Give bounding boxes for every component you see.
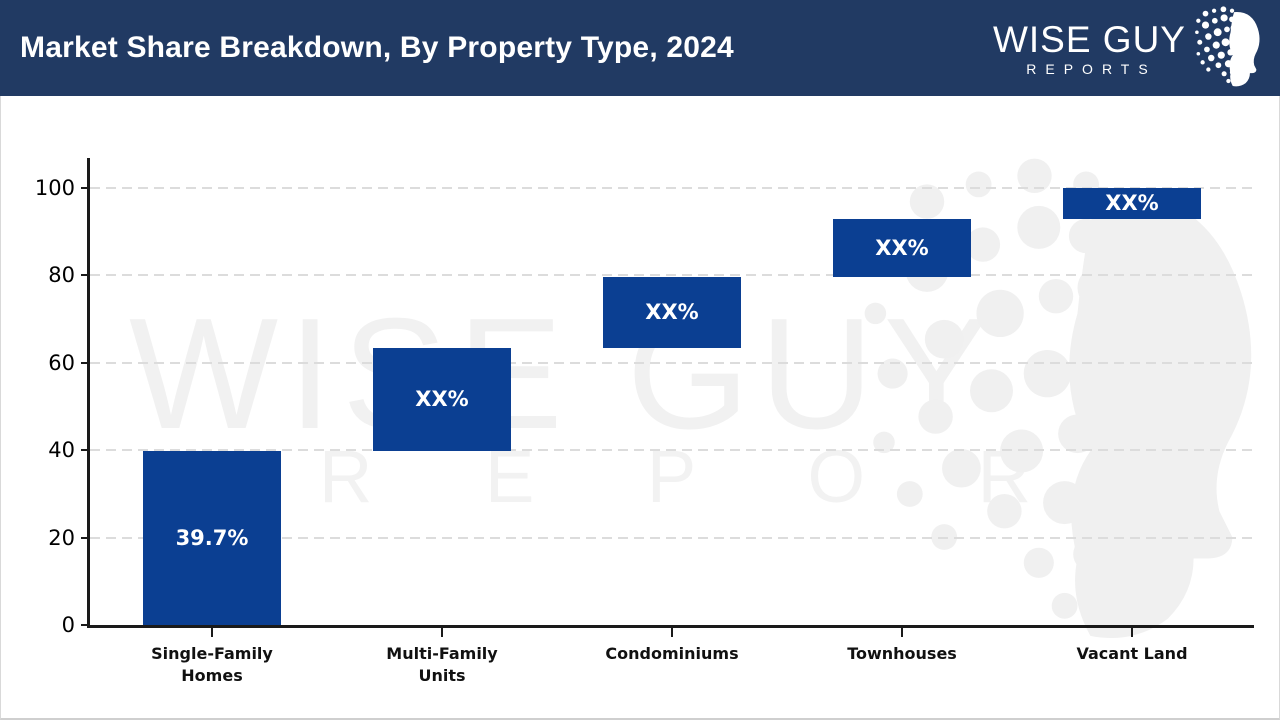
y-tick-label: 80 — [48, 263, 75, 287]
x-tick — [211, 628, 213, 637]
bar-segment: 39.7% — [143, 451, 281, 625]
bar-segment: XX% — [1063, 187, 1201, 219]
wiseguy-head-icon — [1188, 5, 1266, 91]
gridline — [90, 186, 1254, 189]
y-tick-label: 100 — [34, 175, 75, 200]
bar-value-label: XX% — [645, 300, 699, 325]
wiseguy-logo-text: WISE GUY REPORTS — [993, 21, 1186, 76]
bar-segment: XX% — [373, 347, 511, 452]
bar-segment: XX% — [603, 277, 741, 348]
wiseguy-logo-brand: WISE GUY — [992, 18, 1186, 60]
y-tick-label: 0 — [61, 613, 75, 637]
x-tick — [901, 628, 903, 637]
bar-value-label: XX% — [1105, 191, 1159, 216]
wiseguy-logo: WISE GUY REPORTS — [993, 5, 1266, 91]
y-tick-label: 60 — [48, 350, 75, 375]
gridline — [90, 361, 1254, 364]
y-axis — [87, 158, 90, 628]
gridline — [90, 449, 1254, 451]
x-tick — [671, 628, 673, 637]
x-tick — [441, 628, 443, 637]
category-label: Condominiums — [605, 644, 739, 663]
y-tick — [81, 624, 90, 626]
x-tick — [1131, 628, 1133, 637]
bar-value-label: XX% — [415, 387, 469, 412]
wiseguy-logo-sub: REPORTS — [1026, 60, 1157, 77]
bar-value-label: 39.7% — [175, 526, 249, 551]
gridline — [90, 536, 1254, 539]
y-tick-label: 20 — [48, 525, 75, 550]
gridline — [90, 274, 1254, 276]
y-tick — [81, 536, 90, 539]
y-tick — [81, 186, 90, 189]
category-label: Vacant Land — [1076, 644, 1188, 663]
x-axis — [87, 625, 1254, 628]
category-label: Multi-Family Units — [386, 644, 498, 685]
bar-value-label: XX% — [875, 235, 929, 260]
category-label: Townhouses — [847, 644, 957, 663]
bar-segment: XX% — [833, 218, 971, 278]
chart-title: Market Share Breakdown, By Property Type… — [20, 31, 734, 64]
header: Market Share Breakdown, By Property Type… — [0, 0, 1280, 96]
y-tick — [81, 449, 90, 451]
y-tick — [81, 361, 90, 364]
chart-area: WISE GUY R E P O R T S 02040608010039.7%… — [0, 96, 1280, 720]
y-tick — [81, 274, 90, 276]
y-tick-label: 40 — [48, 438, 75, 462]
category-label: Single-Family Homes — [151, 644, 273, 685]
waterfall-chart: 0 20 40 60 80 100 39.7% Single-Family Homes XX% M… — [1, 96, 1279, 718]
